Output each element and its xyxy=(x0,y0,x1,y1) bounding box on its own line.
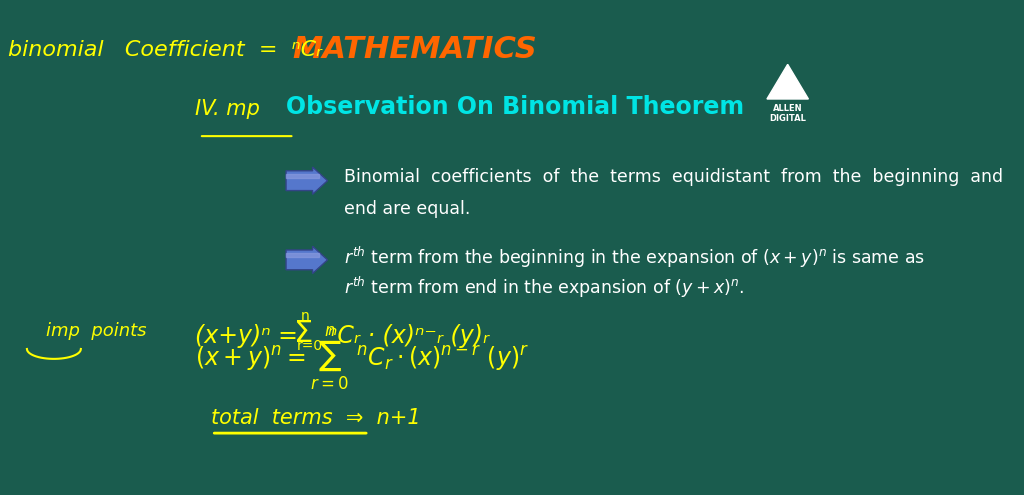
Text: n: n xyxy=(301,309,309,323)
Text: $r^{th}$ term from the beginning in the expansion of $(x + y)^n$ is same as: $r^{th}$ term from the beginning in the … xyxy=(344,245,925,270)
FancyArrow shape xyxy=(286,253,319,257)
Text: Binomial  coefficients  of  the  terms  equidistant  from  the  beginning  and: Binomial coefficients of the terms equid… xyxy=(344,168,1004,186)
FancyArrow shape xyxy=(286,167,328,194)
Text: imp  points: imp points xyxy=(46,322,146,340)
Text: IV. mp: IV. mp xyxy=(195,99,260,119)
Text: Observation On Binomial Theorem: Observation On Binomial Theorem xyxy=(286,95,744,119)
Text: (x+y)ⁿ =: (x+y)ⁿ = xyxy=(195,324,298,348)
Text: $(x+y)^n = \sum_{r=0}^{n}\ ^nC_r \cdot (x)^{n-r}\ (y)^r$: $(x+y)^n = \sum_{r=0}^{n}\ ^nC_r \cdot (… xyxy=(195,324,529,392)
FancyArrow shape xyxy=(286,247,328,273)
Text: MATHEMATICS: MATHEMATICS xyxy=(292,35,537,64)
Text: ALLEN
DIGITAL: ALLEN DIGITAL xyxy=(769,104,806,123)
Text: r=0: r=0 xyxy=(297,339,323,353)
Text: Σ: Σ xyxy=(294,319,313,348)
Text: total  terms  ⇒  n+1: total terms ⇒ n+1 xyxy=(211,408,421,428)
Text: binomial   Coefficient  =  ⁿCᵣ: binomial Coefficient = ⁿCᵣ xyxy=(8,40,323,59)
Text: end are equal.: end are equal. xyxy=(344,200,470,218)
Text: $r^{th}$ term from end in the expansion of $(y + x)^n$.: $r^{th}$ term from end in the expansion … xyxy=(344,275,744,300)
Polygon shape xyxy=(767,64,808,99)
FancyArrow shape xyxy=(286,174,319,178)
Text: ⁿCᵣ · (x)ⁿ⁻ᵣ (y)ᵣ: ⁿCᵣ · (x)ⁿ⁻ᵣ (y)ᵣ xyxy=(328,324,488,348)
